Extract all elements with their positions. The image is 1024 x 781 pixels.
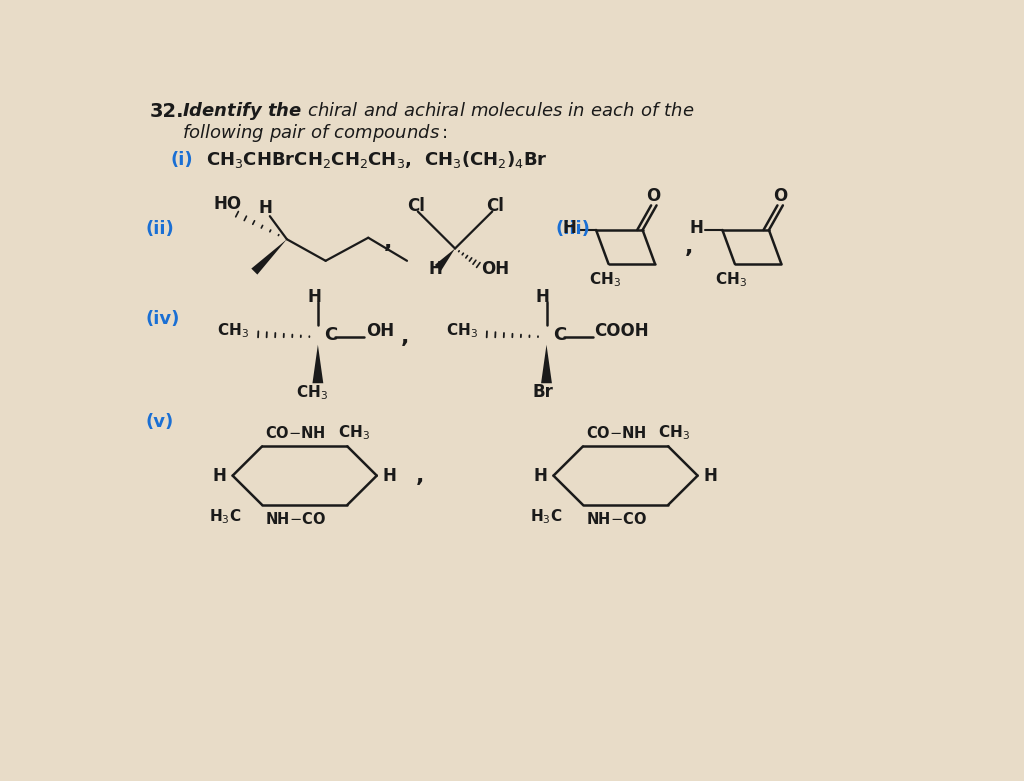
- Text: (i): (i): [171, 151, 194, 169]
- Text: H$_3$C: H$_3$C: [209, 507, 241, 526]
- Text: H: H: [534, 466, 547, 485]
- Text: CH$_3$CHBrCH$_2$CH$_2$CH$_3$,  CH$_3$(CH$_2$)$_4$Br: CH$_3$CHBrCH$_2$CH$_2$CH$_3$, CH$_3$(CH$…: [206, 149, 547, 170]
- Text: $\it{following}$ $\it{pair}$ $\it{of}$ $\it{compounds:}$: $\it{following}$ $\it{pair}$ $\it{of}$ $…: [182, 122, 449, 144]
- Text: O: O: [646, 187, 660, 205]
- Text: ,: ,: [400, 327, 410, 347]
- Text: Cl: Cl: [486, 197, 504, 215]
- Text: OH: OH: [366, 322, 394, 340]
- Text: ,: ,: [384, 232, 392, 252]
- Text: Br: Br: [532, 383, 553, 401]
- Text: CH$_3$: CH$_3$: [445, 322, 478, 341]
- Polygon shape: [435, 248, 455, 270]
- Text: NH$-$CO: NH$-$CO: [265, 511, 326, 526]
- Text: H: H: [563, 219, 577, 237]
- Text: CH$_3$: CH$_3$: [338, 423, 370, 442]
- Text: 32.: 32.: [150, 102, 184, 121]
- Text: C: C: [324, 326, 337, 344]
- Text: H: H: [213, 466, 226, 485]
- Text: H: H: [536, 288, 550, 306]
- Text: CO$-$NH: CO$-$NH: [586, 425, 646, 440]
- Text: CH$_3$: CH$_3$: [658, 423, 690, 442]
- Text: CO$-$NH: CO$-$NH: [265, 425, 326, 440]
- Text: H: H: [383, 466, 397, 485]
- Text: Identify the $\it{chiral}$ $\it{and}$ $\it{achiral}$ $\it{molecules}$ $\it{in}$ : Identify the $\it{chiral}$ $\it{and}$ $\…: [182, 101, 695, 123]
- Text: ,: ,: [684, 237, 693, 257]
- Text: H: H: [689, 219, 703, 237]
- Text: C: C: [553, 326, 566, 344]
- Polygon shape: [251, 239, 287, 275]
- Text: (ii): (ii): [145, 220, 174, 238]
- Text: CH$_3$: CH$_3$: [217, 322, 249, 341]
- Text: Cl: Cl: [407, 197, 425, 215]
- Text: H$_3$C: H$_3$C: [529, 507, 562, 526]
- Text: H: H: [703, 466, 718, 485]
- Text: OH: OH: [480, 260, 509, 278]
- Text: H: H: [307, 288, 321, 306]
- Polygon shape: [541, 344, 552, 383]
- Text: (iii): (iii): [556, 220, 591, 238]
- Text: COOH: COOH: [595, 322, 649, 340]
- Text: ,: ,: [417, 465, 425, 486]
- Text: H: H: [258, 198, 272, 216]
- Text: NH$-$CO: NH$-$CO: [586, 511, 647, 526]
- Polygon shape: [312, 344, 324, 383]
- Text: (v): (v): [145, 412, 173, 431]
- Text: HO: HO: [213, 194, 242, 213]
- Text: (iv): (iv): [145, 310, 179, 328]
- Text: CH$_3$: CH$_3$: [715, 270, 746, 289]
- Text: CH$_3$: CH$_3$: [589, 270, 621, 289]
- Text: O: O: [773, 187, 786, 205]
- Text: CH$_3$: CH$_3$: [296, 383, 328, 402]
- Text: H: H: [429, 260, 442, 278]
